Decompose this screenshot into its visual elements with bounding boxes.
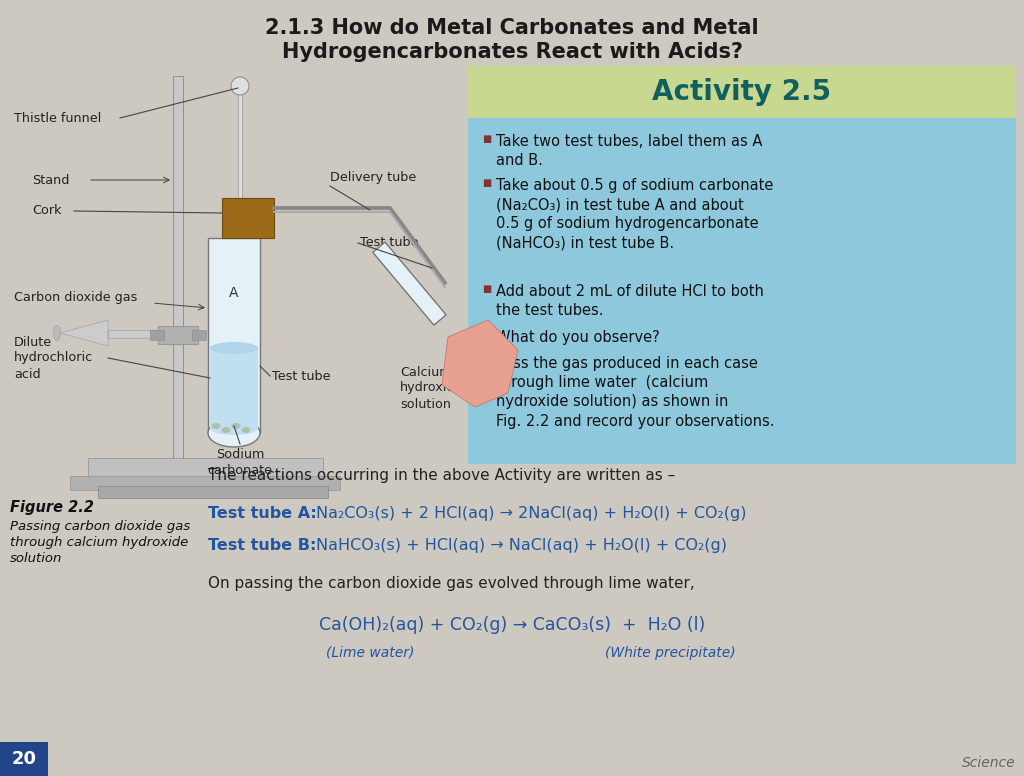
Text: solution: solution — [10, 552, 62, 565]
Text: Passing carbon dioxide gas: Passing carbon dioxide gas — [10, 520, 190, 533]
Text: Thistle funnel: Thistle funnel — [14, 112, 101, 124]
Polygon shape — [60, 320, 108, 346]
Bar — [70, 476, 340, 490]
Text: Dilute
hydrochloric
acid: Dilute hydrochloric acid — [14, 335, 93, 380]
Text: Pass the gas produced in each case
through lime water  (calcium
hydroxide soluti: Pass the gas produced in each case throu… — [496, 356, 774, 428]
Text: ■: ■ — [482, 356, 492, 366]
Text: On passing the carbon dioxide gas evolved through lime water,: On passing the carbon dioxide gas evolve… — [208, 576, 694, 591]
Text: Carbon dioxide gas: Carbon dioxide gas — [14, 292, 137, 304]
Text: 2.1.3 How do Metal Carbonates and Metal: 2.1.3 How do Metal Carbonates and Metal — [265, 18, 759, 38]
Text: ■: ■ — [482, 330, 492, 340]
Text: Add about 2 mL of dilute HCl to both
the test tubes.: Add about 2 mL of dilute HCl to both the… — [496, 284, 764, 318]
Bar — [158, 326, 198, 344]
Text: through calcium hydroxide: through calcium hydroxide — [10, 536, 188, 549]
Ellipse shape — [221, 427, 230, 433]
Text: A: A — [229, 286, 239, 300]
Text: 20: 20 — [11, 750, 37, 768]
Bar — [0, 742, 48, 776]
Text: Figure 2.2: Figure 2.2 — [10, 500, 94, 515]
Text: (Lime water): (Lime water) — [326, 646, 414, 660]
Text: Calcium
hydroxide
solution: Calcium hydroxide solution — [400, 365, 464, 411]
Text: Science: Science — [963, 756, 1016, 770]
Bar — [150, 330, 164, 340]
Text: ■: ■ — [482, 134, 492, 144]
Text: Test tube: Test tube — [272, 369, 331, 383]
Text: Test tube B:: Test tube B: — [208, 538, 322, 553]
Bar — [193, 330, 206, 340]
Text: Take about 0.5 g of sodium carbonate
(Na₂CO₃) in test tube A and about
0.5 g of : Take about 0.5 g of sodium carbonate (Na… — [496, 178, 773, 251]
Text: Stand: Stand — [32, 174, 70, 186]
Bar — [208, 238, 260, 433]
Text: Delivery tube: Delivery tube — [330, 171, 416, 185]
Text: (White precipitate): (White precipitate) — [605, 646, 735, 660]
Text: Test tube A:: Test tube A: — [208, 506, 323, 521]
Text: Na₂CO₃(s) + 2 HCl(aq) → 2NaCl(aq) + H₂O(l) + CO₂(g): Na₂CO₃(s) + 2 HCl(aq) → 2NaCl(aq) + H₂O(… — [316, 506, 746, 521]
Text: ■: ■ — [482, 284, 492, 294]
Text: ■: ■ — [482, 178, 492, 188]
Ellipse shape — [208, 419, 260, 447]
Bar — [468, 66, 1016, 464]
Ellipse shape — [242, 427, 251, 433]
Circle shape — [231, 77, 249, 95]
Ellipse shape — [210, 421, 258, 435]
Text: What do you observe?: What do you observe? — [496, 330, 659, 345]
Bar — [468, 66, 1016, 118]
Text: Take two test tubes, label them as A
and B.: Take two test tubes, label them as A and… — [496, 134, 763, 168]
Ellipse shape — [210, 342, 258, 354]
Polygon shape — [373, 242, 446, 325]
Text: Activity 2.5: Activity 2.5 — [652, 78, 831, 106]
Text: Cork: Cork — [32, 205, 61, 217]
Bar — [108, 330, 156, 338]
Text: Test tube: Test tube — [360, 237, 419, 250]
Bar — [98, 486, 328, 498]
Bar — [222, 198, 274, 238]
Text: Ca(OH)₂(aq) + CO₂(g) → CaCO₃(s)  +  H₂O (l): Ca(OH)₂(aq) + CO₂(g) → CaCO₃(s) + H₂O (l… — [318, 616, 706, 634]
Bar — [173, 76, 183, 466]
Text: Sodium
carbonate: Sodium carbonate — [208, 448, 272, 477]
Bar — [238, 90, 242, 198]
Ellipse shape — [231, 423, 241, 429]
Bar — [88, 458, 323, 480]
Ellipse shape — [212, 423, 220, 429]
Text: The reactions occurring in the above Activity are written as –: The reactions occurring in the above Act… — [208, 468, 675, 483]
Bar — [210, 348, 258, 428]
Ellipse shape — [53, 325, 60, 341]
Polygon shape — [442, 320, 518, 407]
Text: Hydrogencarbonates React with Acids?: Hydrogencarbonates React with Acids? — [282, 42, 742, 62]
Text: NaHCO₃(s) + HCl(aq) → NaCl(aq) + H₂O(l) + CO₂(g): NaHCO₃(s) + HCl(aq) → NaCl(aq) + H₂O(l) … — [316, 538, 727, 553]
